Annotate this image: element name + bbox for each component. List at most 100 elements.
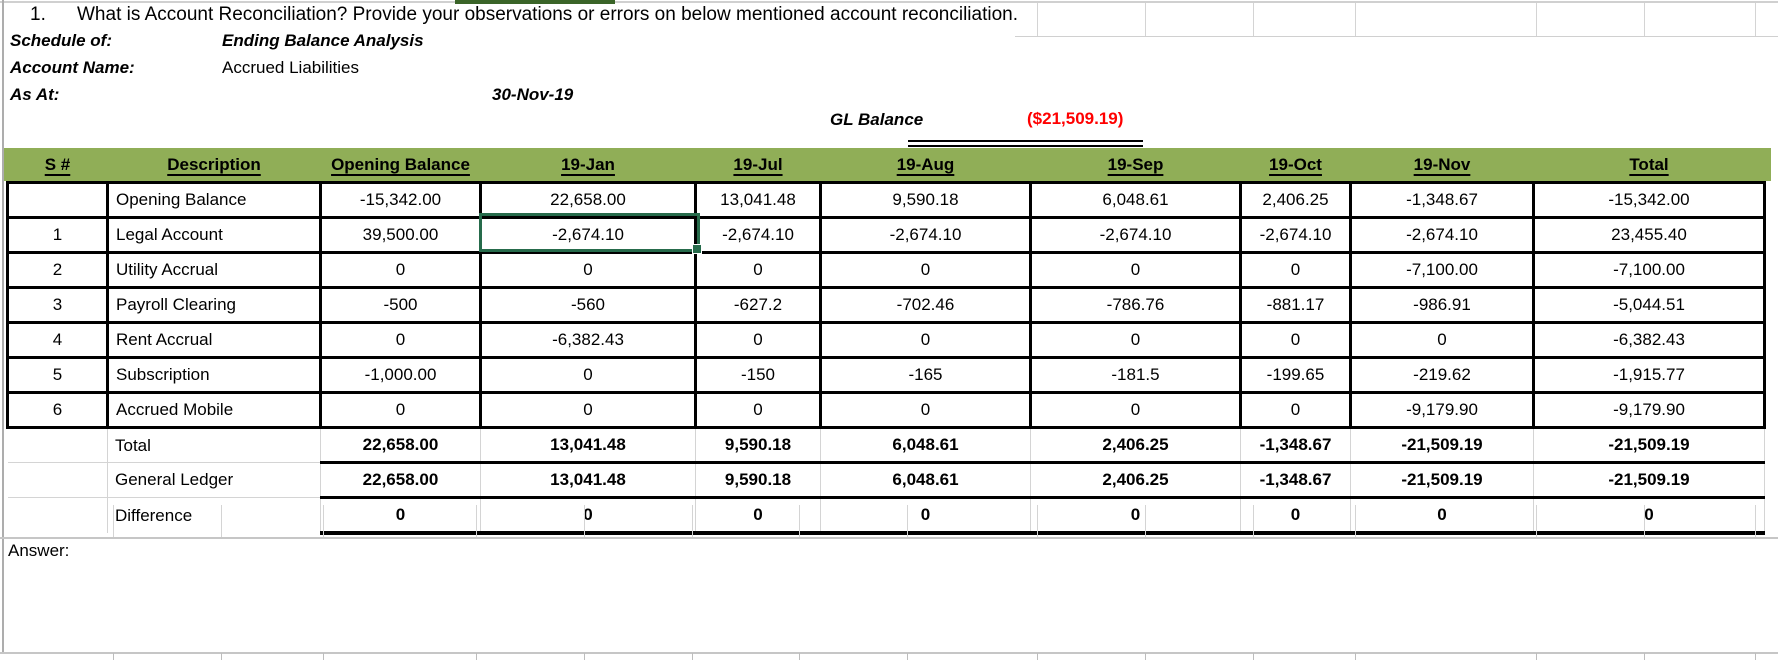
cell-description[interactable]: Payroll Clearing [106,286,322,324]
as-at-label[interactable]: As At: [10,85,60,104]
cell-value[interactable]: 22,658.00 [320,462,481,499]
cell-value[interactable]: 0 [694,321,822,359]
cell-description[interactable]: Accrued Mobile [106,391,322,429]
header-cell-total[interactable]: Total [1533,148,1765,183]
cell-value[interactable]: 9,590.18 [819,181,1032,219]
cell-description[interactable]: General Ledger [107,462,321,498]
cell-value[interactable]: 13,041.48 [480,427,696,464]
cell-value[interactable]: -1,000.00 [319,356,482,394]
cell-value[interactable]: 0 [1239,251,1352,289]
header-cell-19-oct[interactable]: 19-Oct [1240,148,1351,183]
cell-value[interactable]: -150 [694,356,822,394]
cell-value[interactable]: 39,500.00 [319,216,482,254]
answer-input-area[interactable] [4,539,1778,651]
answer-label[interactable]: Answer: [8,541,70,560]
header-cell-19-sep[interactable]: 19-Sep [1030,148,1241,183]
cell-value[interactable]: 0 [479,251,697,289]
cell-description[interactable]: Total [107,427,321,463]
cell-value[interactable]: -21,509.19 [1350,462,1534,499]
cell-value[interactable]: 2,406.25 [1239,181,1352,219]
cell-value[interactable]: 0 [694,251,822,289]
cell-value[interactable]: 0 [480,497,696,535]
schedule-of-label[interactable]: Schedule of: [10,31,113,50]
cell-value[interactable]: -6,382.43 [479,321,697,359]
header-cell-description[interactable]: Description [107,148,321,183]
cell-value[interactable]: 9,590.18 [695,427,821,464]
cell-value[interactable]: 0 [319,251,482,289]
cell-value[interactable]: 13,041.48 [694,181,822,219]
cell-serial[interactable]: 6 [6,391,109,429]
cell-serial[interactable] [8,498,108,534]
cell-value[interactable]: -9,179.90 [1349,391,1535,429]
cell-value[interactable]: -165 [819,356,1032,394]
cell-value[interactable]: 0 [1029,391,1242,429]
cell-value[interactable]: 0 [695,497,821,535]
header-cell-19-nov[interactable]: 19-Nov [1350,148,1534,183]
cell-value[interactable]: 6,048.61 [820,462,1031,499]
cell-description[interactable]: Utility Accrual [106,251,322,289]
cell-value[interactable]: -21,509.19 [1533,462,1765,499]
cell-value[interactable]: -219.62 [1349,356,1535,394]
cell-value[interactable]: -2,674.10 [1239,216,1352,254]
cell-value[interactable]: 0 [694,391,822,429]
cell-value[interactable]: 0 [1030,497,1241,535]
cell-serial[interactable]: 4 [6,321,109,359]
cell-value[interactable]: 9,590.18 [695,462,821,499]
cell-value[interactable]: -21,509.19 [1350,427,1534,464]
cell-value[interactable]: -2,674.10 [1029,216,1242,254]
cell-value[interactable]: 0 [1350,497,1534,535]
account-name-label[interactable]: Account Name: [10,58,135,77]
cell-value[interactable]: 0 [1029,251,1242,289]
cell-description[interactable]: Difference [107,497,321,533]
cell-value[interactable]: -2,674.10 [819,216,1032,254]
cell-value[interactable]: 0 [1239,321,1352,359]
header-cell-19-jul[interactable]: 19-Jul [695,148,821,183]
cell-value[interactable]: -702.46 [819,286,1032,324]
cell-description[interactable]: Opening Balance [106,181,322,219]
cell-serial[interactable] [7,462,108,498]
cell-value[interactable]: 13,041.48 [480,462,696,499]
cell-value[interactable]: 0 [819,321,1032,359]
cell-value[interactable]: 0 [819,251,1032,289]
cell-description[interactable]: Rent Accrual [106,321,322,359]
cell-serial[interactable]: 2 [6,251,109,289]
gl-balance-value[interactable]: ($21,509.19) [1027,109,1124,128]
cell-value[interactable]: -560 [479,286,697,324]
account-name-value[interactable]: Accrued Liabilities [222,58,360,77]
cell-serial[interactable] [6,181,109,219]
cell-value[interactable]: 0 [1533,497,1765,535]
cell-value[interactable]: -15,342.00 [319,181,482,219]
cell-value[interactable]: -1,348.67 [1240,427,1351,464]
cell-value[interactable]: -627.2 [694,286,822,324]
cell-value[interactable]: -199.65 [1239,356,1352,394]
cell-value[interactable]: 2,406.25 [1030,427,1241,464]
cell-value[interactable]: 6,048.61 [820,427,1031,464]
cell-value[interactable]: 22,658.00 [479,181,697,219]
cell-value[interactable]: 0 [319,321,482,359]
cell-value[interactable]: -7,100.00 [1349,251,1535,289]
cell-value[interactable]: -7,100.00 [1532,251,1766,289]
cell-value[interactable]: -500 [319,286,482,324]
cell-value[interactable]: -9,179.90 [1532,391,1766,429]
cell-value[interactable]: 0 [819,391,1032,429]
cell-value[interactable]: -786.76 [1029,286,1242,324]
header-cell-19-jan[interactable]: 19-Jan [480,148,696,183]
question-number[interactable]: 1. [30,4,46,25]
question-text[interactable]: What is Account Reconciliation? Provide … [77,4,1018,25]
cell-value[interactable]: -21,509.19 [1533,427,1765,464]
header-cell-opening-balance[interactable]: Opening Balance [320,148,481,183]
cell-value[interactable]: 0 [1349,321,1535,359]
cell-value[interactable]: -6,382.43 [1532,321,1766,359]
header-cell-19-aug[interactable]: 19-Aug [820,148,1031,183]
cell-value[interactable]: -5,044.51 [1532,286,1766,324]
cell-value[interactable]: -986.91 [1349,286,1535,324]
cell-value[interactable]: -15,342.00 [1532,181,1766,219]
cell-value[interactable]: 0 [479,356,697,394]
cell-value[interactable]: 0 [320,497,481,535]
cell-value[interactable]: -881.17 [1239,286,1352,324]
cell-value[interactable]: -2,674.10 [1349,216,1535,254]
cell-value[interactable]: 23,455.40 [1532,216,1766,254]
cell-value[interactable]: 0 [1239,391,1352,429]
cell-value[interactable]: -2,674.10 [694,216,822,254]
cell-serial[interactable]: 3 [6,286,109,324]
